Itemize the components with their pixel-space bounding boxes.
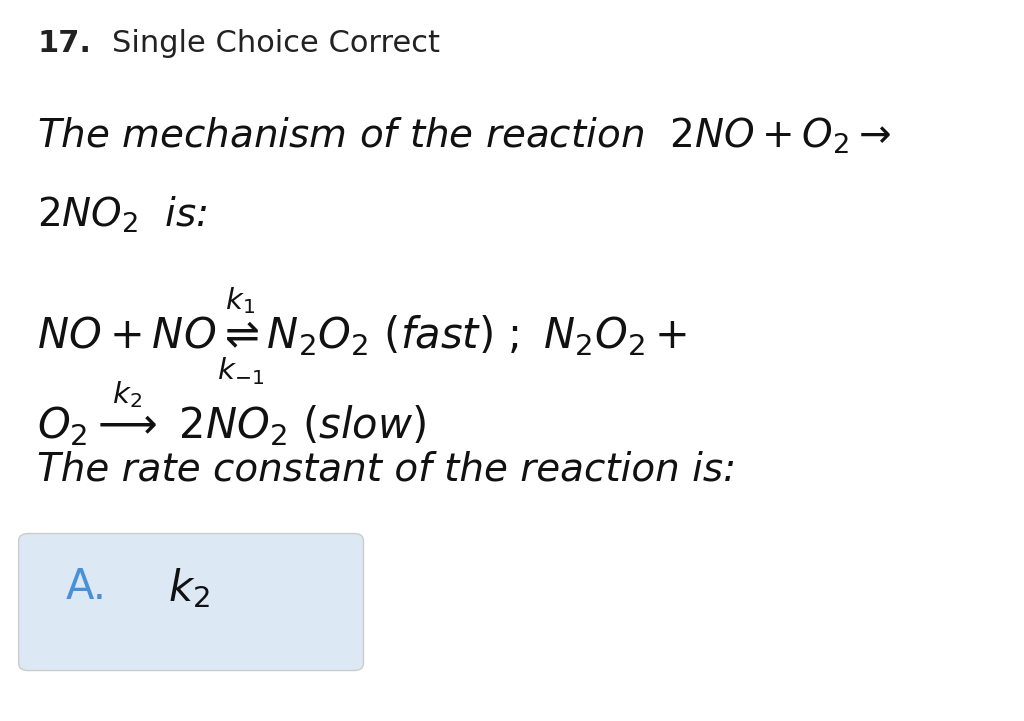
Text: $2NO_2$  is:: $2NO_2$ is: <box>37 195 208 235</box>
Text: $O_2 \overset{k_2}{\longrightarrow} \ 2NO_2 \ (slow)$: $O_2 \overset{k_2}{\longrightarrow} \ 2N… <box>37 379 426 448</box>
Text: 17.: 17. <box>37 29 91 58</box>
FancyBboxPatch shape <box>18 534 364 671</box>
Text: $k_2$: $k_2$ <box>168 566 210 610</box>
Text: Single Choice Correct: Single Choice Correct <box>112 29 440 58</box>
Text: The mechanism of the reaction  $2NO + O_2 \rightarrow$: The mechanism of the reaction $2NO + O_2… <box>37 115 891 156</box>
Text: $NO + NO\underset{k_{-1}}{\overset{k_1}{\rightleftharpoons}}N_2O_2 \ (fast) \ ; : $NO + NO\underset{k_{-1}}{\overset{k_1}{… <box>37 285 688 387</box>
Text: A.: A. <box>66 566 106 608</box>
Text: The rate constant of the reaction is:: The rate constant of the reaction is: <box>37 451 736 489</box>
